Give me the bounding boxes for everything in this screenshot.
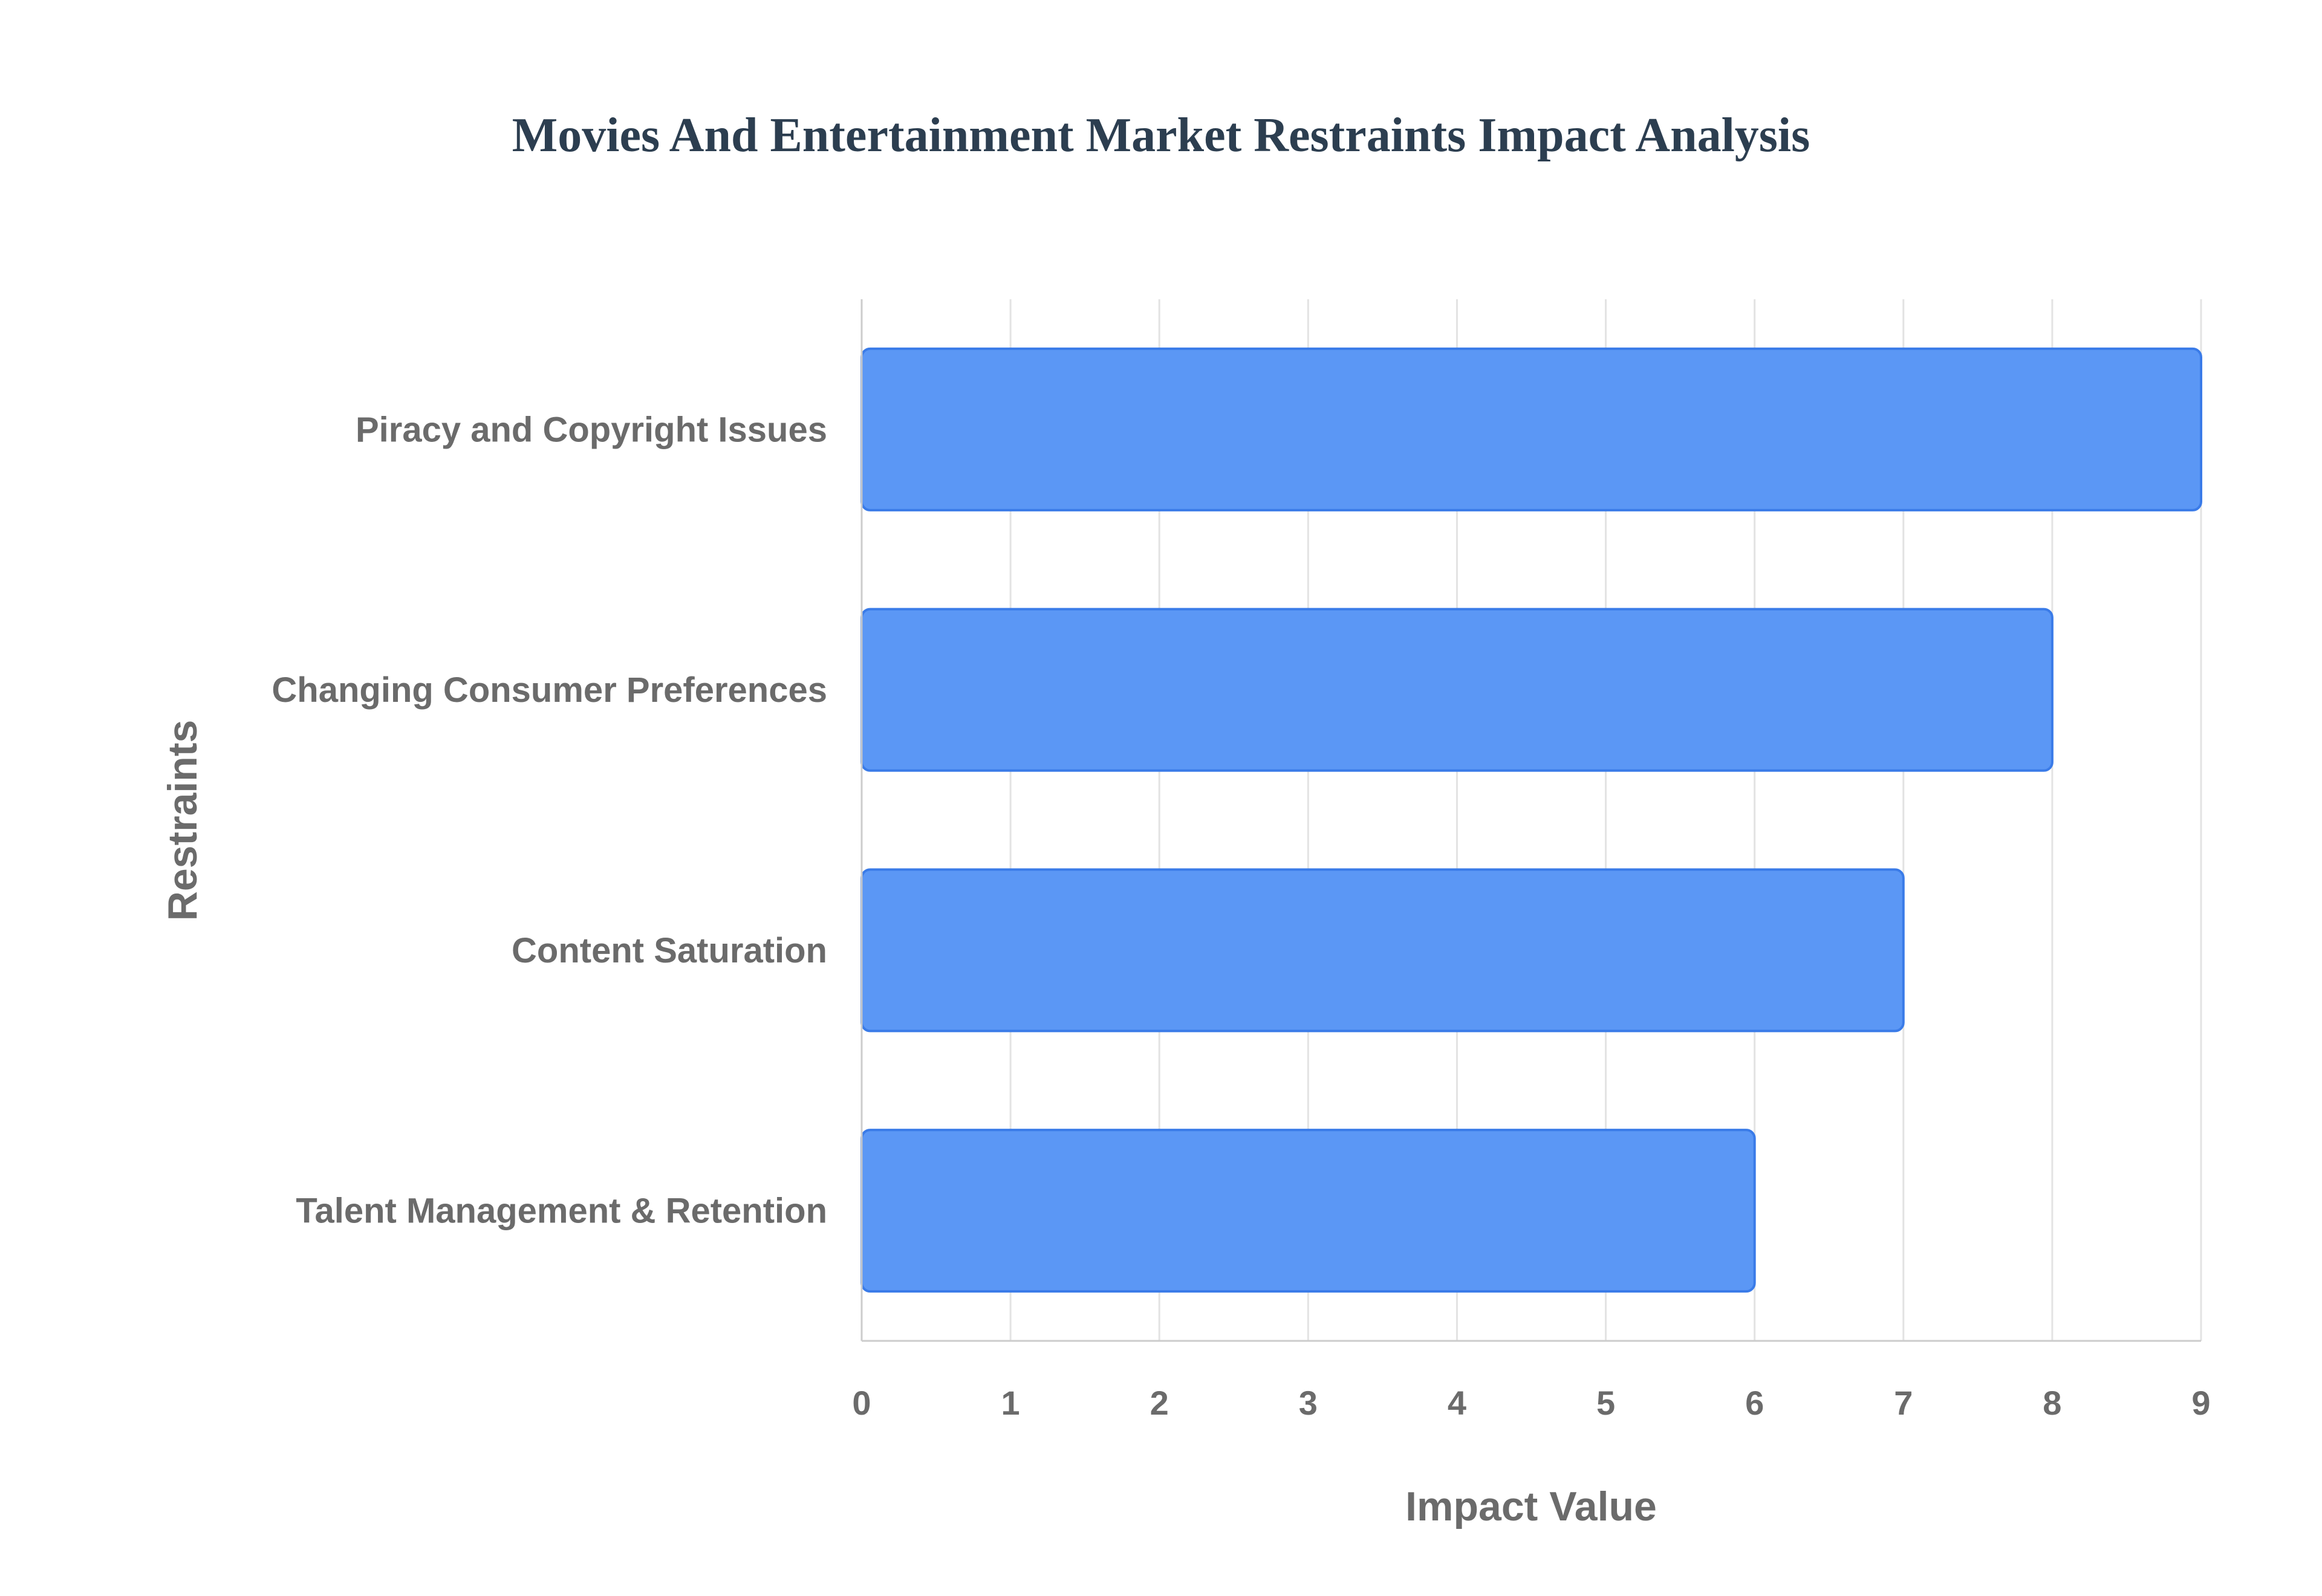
x-tick-label: 9 (2191, 1384, 2210, 1422)
x-tick-label: 6 (1745, 1384, 1764, 1422)
category-label: Talent Management & Retention (296, 1192, 827, 1231)
bar (860, 868, 1905, 1033)
y-axis-title: Restraints (160, 720, 206, 921)
x-tick-label: 2 (1150, 1384, 1169, 1422)
bar (860, 1129, 1756, 1293)
bar (860, 347, 2202, 511)
category-label: Content Saturation (512, 931, 827, 970)
x-tick-label: 8 (2043, 1384, 2061, 1422)
x-tick-label: 7 (1894, 1384, 1913, 1422)
x-tick-label: 0 (852, 1384, 871, 1422)
x-tick-labels: 0 1 2 3 4 5 6 7 8 9 (852, 1384, 2210, 1422)
x-tick-label: 5 (1596, 1384, 1615, 1422)
category-label: Piracy and Copyright Issues (356, 410, 827, 449)
x-tick-label: 4 (1448, 1384, 1466, 1422)
bar (860, 608, 2054, 772)
x-axis-title: Impact Value (1405, 1484, 1657, 1529)
chart-title: Movies And Entertainment Market Restrain… (512, 109, 1810, 162)
bars (860, 347, 2202, 1293)
category-labels: Piracy and Copyright Issues Changing Cons… (272, 410, 827, 1230)
x-tick-label: 3 (1299, 1384, 1318, 1422)
x-tick-label: 1 (1001, 1384, 1020, 1422)
category-label: Changing Consumer Preferences (272, 670, 827, 710)
